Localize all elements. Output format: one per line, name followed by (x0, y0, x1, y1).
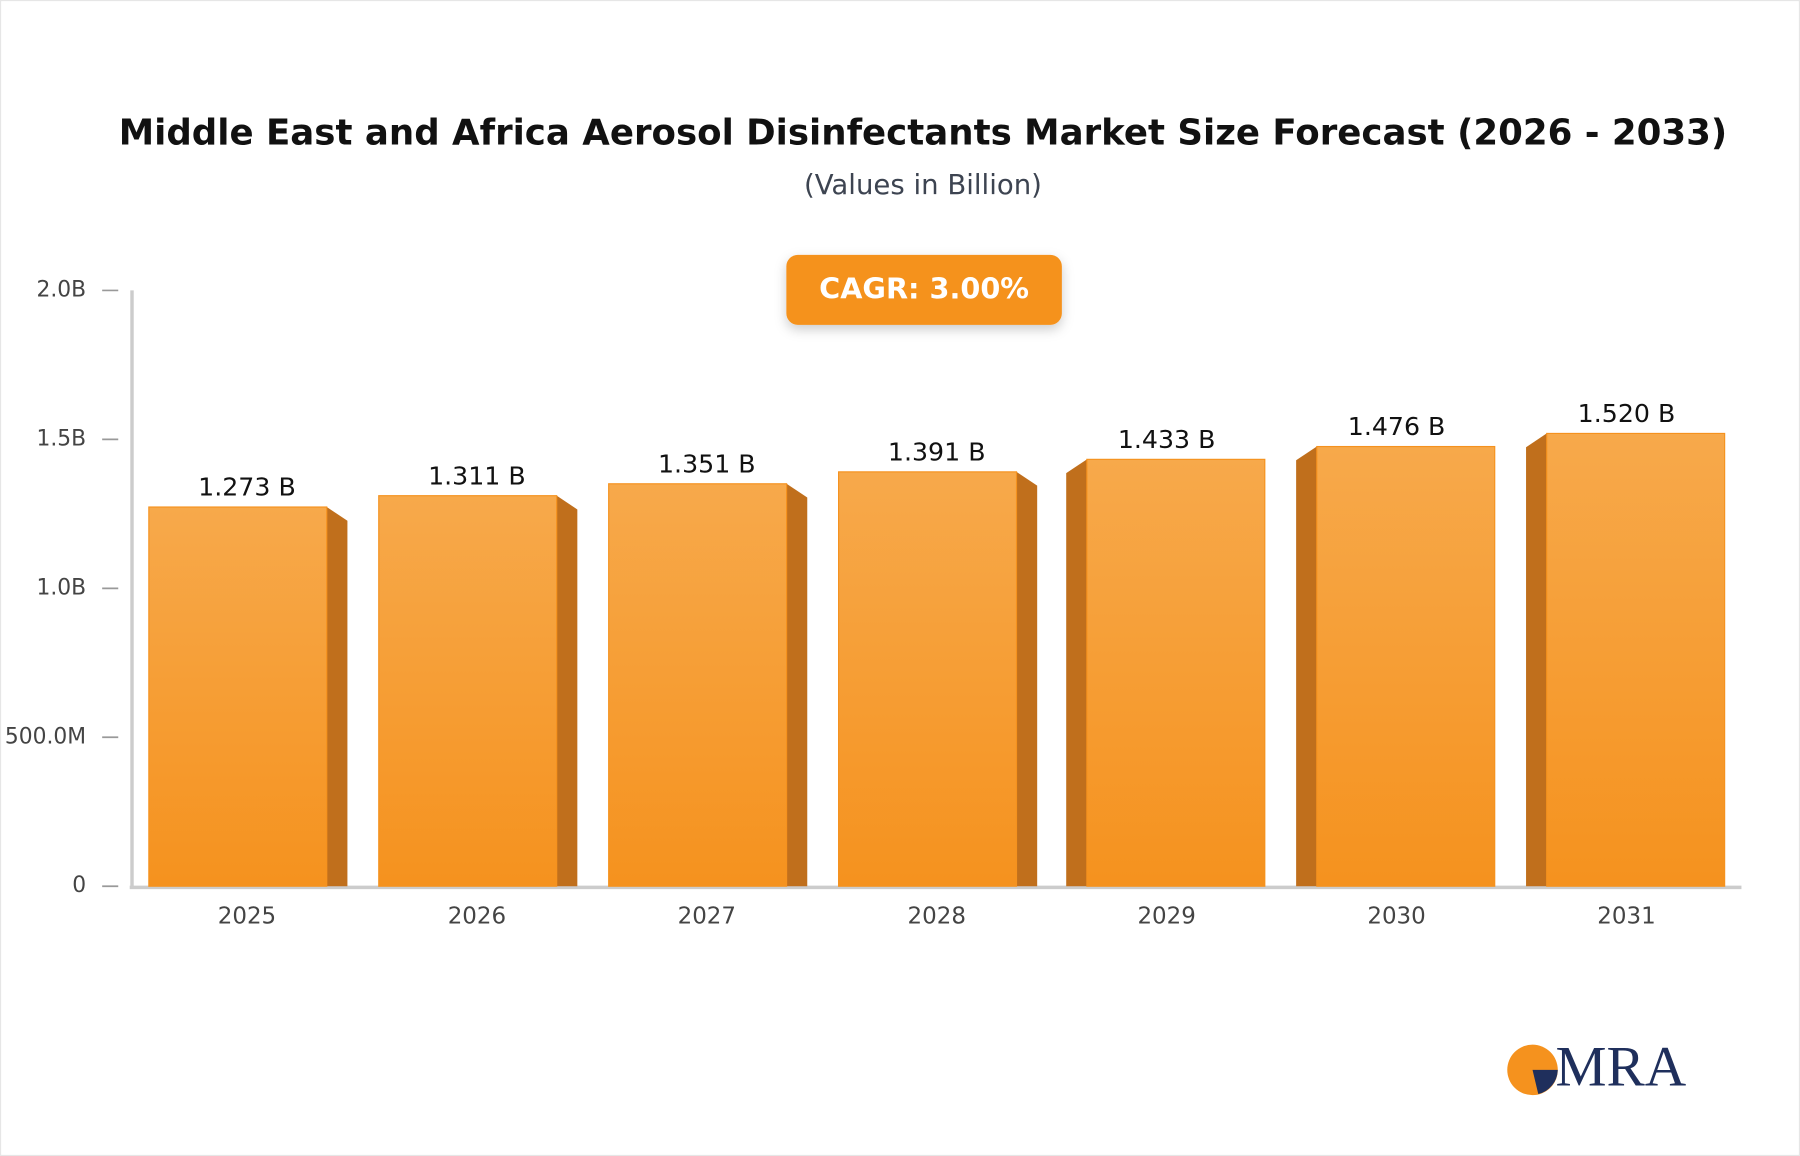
bar-side (556, 495, 578, 887)
bar-side (1016, 471, 1038, 887)
y-tick-label: 1.0B (36, 575, 86, 600)
cagr-badge (786, 254, 1062, 325)
chart-title: Middle East and Africa Aerosol Disinfect… (119, 112, 1727, 153)
value-label: 1.433 B (1118, 425, 1216, 454)
y-tick-label: 0 (72, 873, 86, 898)
value-label: 1.351 B (658, 449, 756, 478)
bar-side (1296, 446, 1317, 887)
value-label: 1.476 B (1348, 412, 1446, 441)
value-label: 1.391 B (888, 437, 986, 466)
x-tick-label: 2030 (1367, 904, 1425, 930)
value-label: 1.520 B (1578, 399, 1676, 428)
bar (378, 495, 558, 887)
x-tick-label: 2029 (1137, 904, 1195, 930)
y-tick-label: 500.0M (5, 724, 86, 749)
cagr-label: CAGR: 3.00% (819, 271, 1029, 305)
y-tick-label: 2.0B (36, 277, 86, 302)
bar-side (1526, 433, 1547, 887)
bar (1546, 432, 1726, 887)
bar-side (786, 483, 808, 887)
chart-subtitle: (Values in Billion) (804, 169, 1042, 201)
bar (1086, 458, 1266, 887)
x-tick-label: 2031 (1597, 904, 1655, 930)
bar (838, 471, 1018, 887)
x-tick-label: 2025 (218, 904, 276, 930)
y-tick-label: 1.5B (36, 426, 86, 451)
x-tick-label: 2026 (448, 904, 506, 930)
bar (1316, 445, 1496, 887)
value-label: 1.273 B (198, 473, 296, 502)
x-tick-label: 2027 (678, 904, 736, 930)
bar (148, 506, 328, 887)
value-label: 1.311 B (428, 461, 526, 490)
bar-side (326, 507, 348, 887)
bar (608, 483, 788, 887)
x-tick-label: 2028 (908, 904, 966, 930)
logo-icon-slice (1532, 1069, 1558, 1095)
logo: MRA (1555, 1035, 1686, 1098)
bar-side (1066, 459, 1087, 887)
